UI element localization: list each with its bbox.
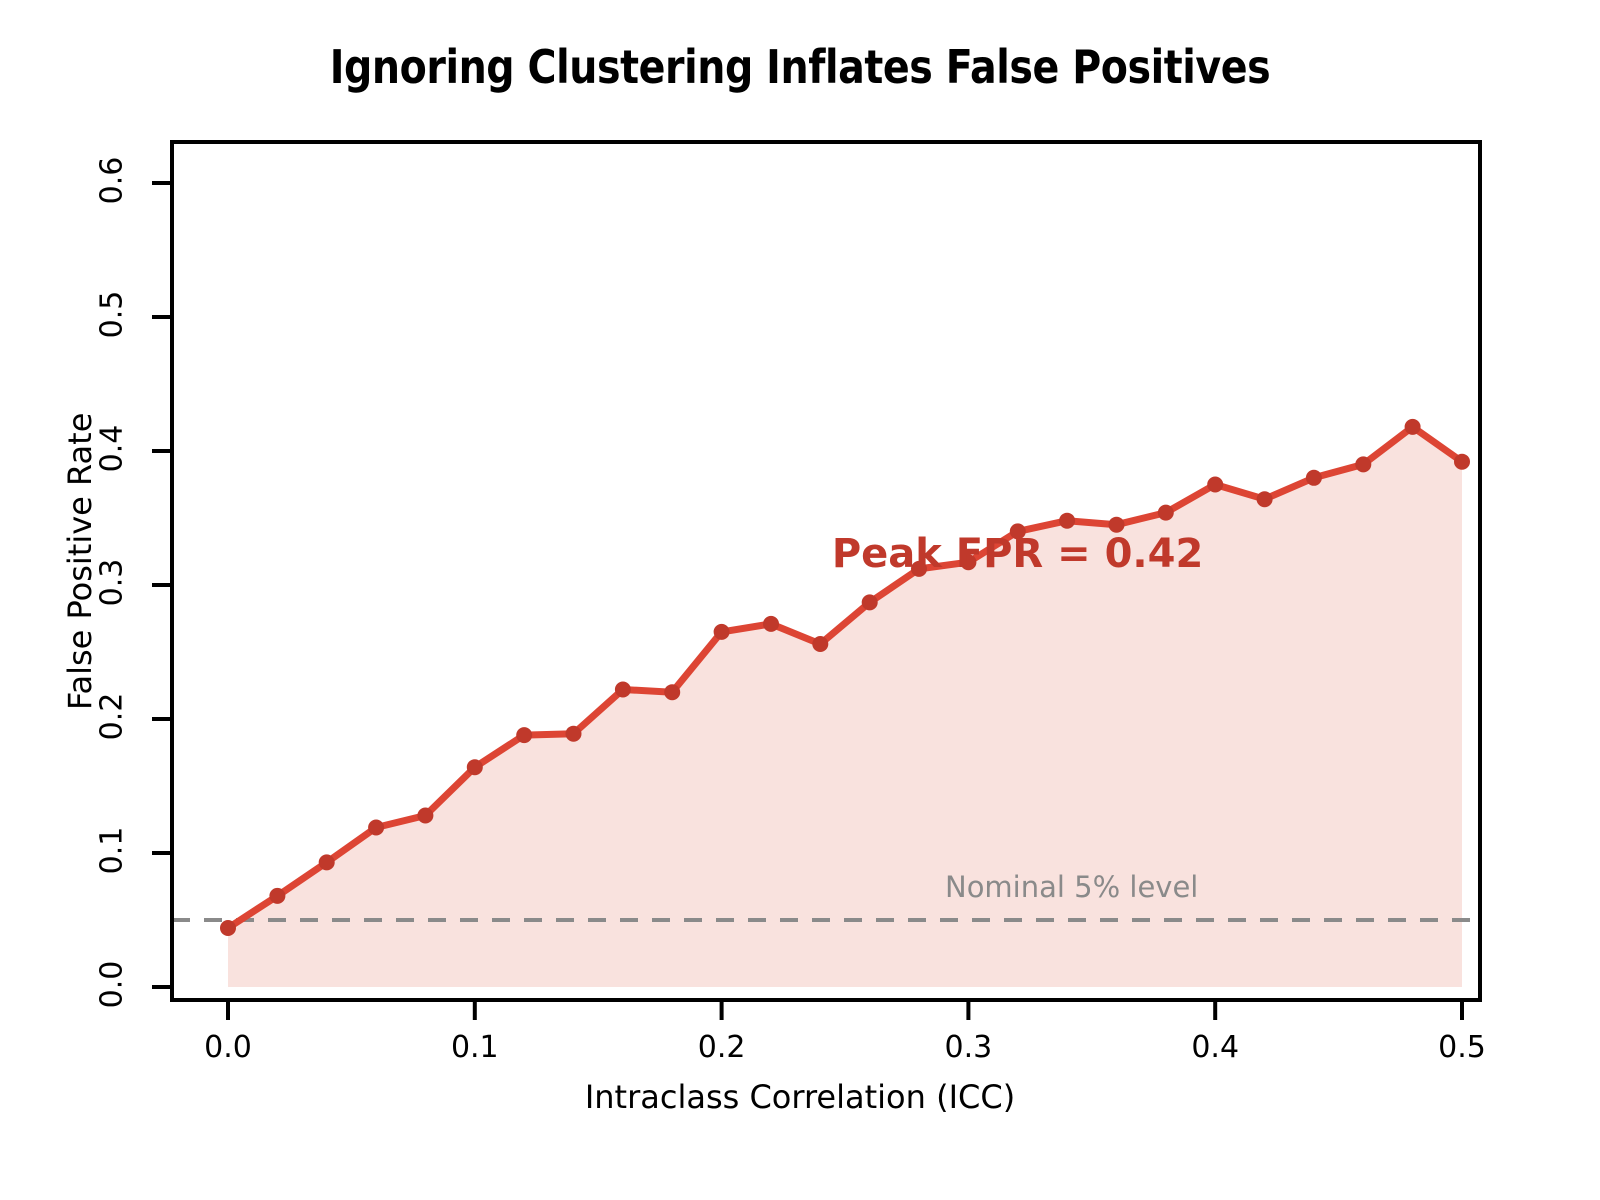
data-point-markers xyxy=(220,418,1470,936)
y-tick-label: 0.6 xyxy=(94,156,130,205)
data-point xyxy=(318,854,335,871)
y-tick-label: 0.0 xyxy=(94,960,130,1009)
plot-frame xyxy=(170,140,1482,1002)
data-point xyxy=(1454,453,1470,470)
x-tick-label: 0.2 xyxy=(697,1030,746,1065)
data-point xyxy=(1256,491,1273,508)
data-point xyxy=(763,615,779,632)
x-axis-label: Intraclass Correlation (ICC) xyxy=(584,1078,1016,1116)
x-tick-label: 0.4 xyxy=(1191,1030,1240,1065)
data-point xyxy=(1157,504,1174,521)
y-tick-label: 0.1 xyxy=(94,826,130,875)
x-tick-label: 0.1 xyxy=(450,1030,499,1065)
x-axis-ticks xyxy=(226,1000,1464,1020)
page-title: Ignoring Clustering Inflates False Posit… xyxy=(329,40,1271,94)
y-axis-ticks xyxy=(152,181,172,989)
data-point xyxy=(516,727,533,744)
nominal-level-annotation: Nominal 5% level xyxy=(945,870,1199,904)
data-point xyxy=(368,819,385,836)
area-fill xyxy=(228,426,1462,987)
data-point xyxy=(1355,456,1372,473)
x-tick-label: 0.0 xyxy=(204,1030,252,1065)
y-tick-label: 0.5 xyxy=(94,290,130,339)
data-point xyxy=(861,594,878,611)
data-point xyxy=(220,920,236,936)
y-tick-label: 0.4 xyxy=(94,424,130,473)
x-tick-label: 0.5 xyxy=(1438,1030,1486,1065)
data-point xyxy=(565,725,582,742)
data-point xyxy=(614,681,631,698)
y-tick-label: 0.3 xyxy=(94,558,130,607)
y-tick-label: 0.2 xyxy=(94,692,130,741)
data-point xyxy=(1305,469,1322,486)
data-point xyxy=(960,554,977,571)
data-point xyxy=(1059,512,1076,529)
data-point xyxy=(812,636,829,652)
data-point xyxy=(1108,516,1125,533)
data-point xyxy=(269,887,286,904)
y-axis-label: False Positive Rate xyxy=(61,412,99,710)
fpr-line xyxy=(224,423,1466,932)
data-point xyxy=(1009,523,1026,540)
data-point xyxy=(911,560,927,577)
data-point xyxy=(1404,418,1421,435)
x-tick-label: 0.3 xyxy=(944,1030,993,1065)
data-point xyxy=(417,807,434,824)
peak-fpr-annotation: Peak FPR = 0.42 xyxy=(831,531,1204,578)
data-point xyxy=(664,684,681,701)
data-point xyxy=(1207,476,1224,493)
data-point xyxy=(466,759,483,776)
data-point xyxy=(713,623,730,640)
